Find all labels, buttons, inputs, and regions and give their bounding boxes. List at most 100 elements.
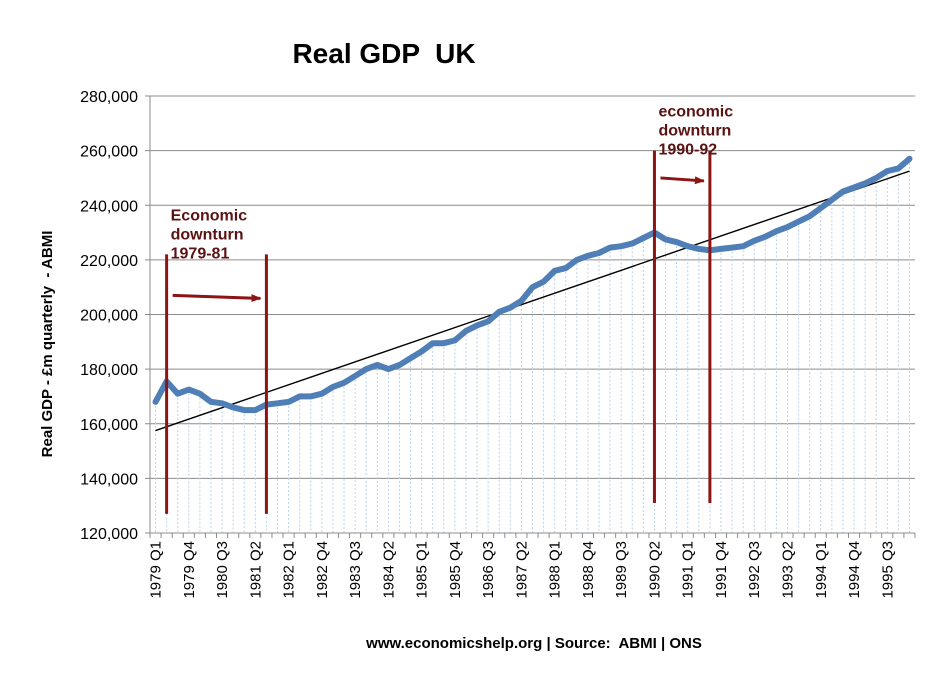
x-tick-label-2: 1980 Q3 [214,541,231,599]
downturn-1-label-line-1: downturn [658,123,731,140]
data-point-39 [585,253,591,259]
annotations: Economic downturn 1979-81 economic downturn 1… [165,104,733,514]
data-point-5 [208,399,214,405]
data-point-18 [352,373,358,379]
data-point-15 [319,391,325,397]
data-point-53 [740,243,746,249]
x-tick-label-9: 1985 Q4 [447,541,464,599]
data-point-57 [784,224,791,230]
x-tick-label-21: 1994 Q4 [846,541,863,599]
data-point-36 [552,268,558,274]
data-point-62 [840,188,846,195]
data-point-27 [452,337,458,344]
x-tick-label-3: 1981 Q2 [247,541,264,599]
data-point-38 [574,257,580,263]
data-point-35 [540,279,547,285]
data-point-40 [596,250,602,256]
y-tick-label-3: 180,000 [80,362,138,379]
series-line [152,155,913,414]
downturn-0-arrow [172,293,262,303]
data-point-9 [252,407,258,413]
downturn-0-label-line-0: Economic [171,207,248,224]
x-tick-label-1: 1979 Q4 [181,541,198,599]
x-axis-label: www.economicshelp.org | Source: ABMI | O… [365,635,702,652]
y-axis-ticks: 120,000 140,000 160,000 180,000 200,000 220,0… [80,89,150,543]
data-point-24 [419,348,425,354]
data-point-23 [407,355,414,361]
y-tick-label-1: 140,000 [80,471,138,488]
data-point-68 [906,156,913,162]
y-tick-label-7: 260,000 [80,144,138,161]
data-point-3 [186,387,192,393]
x-tick-label-13: 1988 Q4 [580,541,597,599]
x-tick-label-20: 1994 Q1 [813,541,830,599]
data-point-30 [485,318,491,324]
x-tick-label-22: 1995 Q3 [879,541,896,599]
data-point-2 [175,391,181,397]
x-tick-label-16: 1991 Q1 [680,541,697,599]
y-tick-label-0: 120,000 [80,526,138,543]
y-tick-label-6: 240,000 [80,198,138,215]
data-point-6 [219,400,225,406]
data-point-60 [818,205,824,211]
x-axis-ticks: 1979 Q1 1979 Q4 1980 Q3 1981 Q2 1982 Q1 1982 … [148,533,916,599]
data-point-14 [308,393,314,400]
trendline [155,170,910,432]
downturn-1-arrow [660,176,705,185]
data-point-32 [507,305,513,311]
data-point-17 [341,380,347,386]
data-point-63 [851,184,857,191]
data-point-28 [463,328,469,334]
x-tick-label-14: 1989 Q3 [613,541,630,599]
data-point-42 [618,243,624,249]
data-point-67 [895,165,901,171]
data-point-11 [274,400,281,406]
data-point-49 [696,246,702,252]
data-point-52 [729,244,735,251]
data-point-12 [285,399,292,405]
data-point-55 [762,234,768,240]
data-point-16 [330,384,336,390]
data-point-65 [873,175,879,181]
data-point-31 [496,309,502,315]
x-tick-label-11: 1987 Q2 [513,541,530,599]
downturn-0-label-line-1: downturn [171,226,244,243]
y-tick-label-5: 220,000 [80,253,138,270]
y-tick-label-4: 200,000 [80,308,138,325]
data-point-61 [829,197,835,203]
data-point-7 [230,404,236,410]
data-point-21 [385,366,391,372]
data-point-66 [884,168,890,174]
y-tick-label-2: 160,000 [80,417,138,434]
data-point-8 [241,407,247,413]
data-point-41 [607,244,613,251]
data-point-44 [640,235,646,241]
data-point-34 [529,284,536,290]
trend-line [155,170,910,432]
data-point-4 [197,391,203,397]
chart-title: Real GDP UK [292,38,475,69]
x-tick-label-5: 1982 Q4 [314,541,331,599]
data-point-19 [363,366,369,372]
data-point-37 [563,265,569,271]
x-tick-label-19: 1993 Q2 [780,541,797,599]
x-tick-label-10: 1986 Q3 [480,541,497,599]
x-tick-label-15: 1990 Q2 [646,541,663,599]
downturn-1-label: economic downturn 1990-92 [658,104,733,159]
data-point-48 [685,243,691,249]
data-point-51 [718,246,724,252]
x-tick-label-8: 1985 Q1 [414,541,431,599]
downturn-1-label-line-0: economic [658,104,733,121]
x-tick-label-18: 1992 Q3 [746,541,763,599]
x-tick-label-6: 1983 Q3 [347,541,364,599]
data-point-26 [441,340,447,346]
data-point-43 [629,240,635,247]
x-tick-label-4: 1982 Q1 [281,541,298,599]
downturn-1-label-line-2: 1990-92 [658,142,717,159]
data-point-13 [297,393,303,400]
data-point-25 [430,340,436,346]
data-point-59 [807,213,813,219]
data-point-29 [474,322,480,329]
x-tick-label-0: 1979 Q1 [148,541,165,599]
